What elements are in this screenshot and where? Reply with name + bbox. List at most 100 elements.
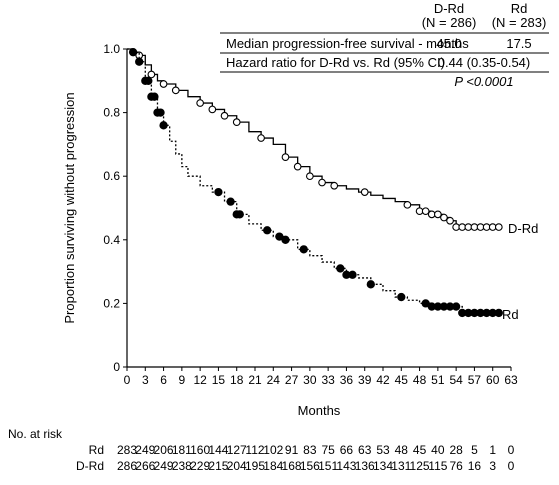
censor-marker [451,302,461,311]
risk-value: 206 [154,443,174,457]
x-tick-label: 18 [230,373,244,387]
risk-value: 131 [391,459,411,473]
series-d-rd [127,48,503,231]
censor-marker [196,99,204,107]
risk-value: 134 [373,459,393,473]
censor-marker [494,308,503,318]
y-axis-label: Proportion surviving without progression [62,92,77,323]
risk-value: 156 [300,459,320,473]
censor-marker [159,121,168,130]
y-tick-label: 0.4 [103,233,120,247]
row-label-hazard-ratio: Hazard ratio for D-Rd vs. Rd (95% CI) [226,55,445,70]
risk-value: 184 [263,459,283,473]
censor-marker [494,223,503,231]
x-tick-label: 6 [160,373,167,387]
censor-marker [330,181,339,190]
censor-marker [434,210,442,219]
x-tick-label: 24 [267,373,281,387]
x-tick-label: 48 [413,373,427,387]
censor-marker [214,187,223,197]
x-tick-label: 12 [193,373,207,387]
risk-value: 40 [431,443,445,457]
risk-value: 0 [508,443,515,457]
risk-value: 249 [135,443,155,457]
y-tick-label: 0 [113,360,120,374]
risk-value: 66 [340,443,354,457]
risk-value: 160 [190,443,210,457]
col-header-d-rd: D-Rd [434,1,464,16]
median-pfs-rd: 17.5 [506,36,531,51]
x-tick-label: 60 [486,373,500,387]
y-tick-label: 0.6 [103,169,120,183]
risk-value: 48 [395,443,409,457]
risk-value: 75 [321,443,335,457]
risk-value: 215 [208,459,228,473]
censor-marker [366,280,375,289]
x-tick-label: 27 [285,373,299,387]
risk-value: 151 [318,459,338,473]
risk-value: 5 [471,443,478,457]
risk-value: 266 [135,459,155,473]
x-tick-label: 63 [504,373,518,387]
censor-marker [150,92,159,101]
censor-marker [281,153,290,161]
censor-marker [318,178,326,187]
series-label-d-rd: D-Rd [508,221,538,236]
risk-value: 102 [263,443,283,457]
y-tick-label: 1.0 [103,42,120,56]
censor-marker [147,70,156,79]
censor-marker [226,197,235,206]
censor-marker [257,134,265,142]
risk-value: 63 [358,443,372,457]
y-tick-label: 0.2 [103,296,120,310]
risk-value: 181 [172,443,192,457]
censor-marker [159,80,168,88]
risk-value: 115 [428,459,447,473]
risk-value: 28 [449,443,463,457]
risk-value: 195 [245,459,265,473]
x-tick-label: 42 [376,373,390,387]
x-tick-label: 30 [303,373,317,387]
x-tick-label: 21 [248,373,262,387]
censor-marker [348,270,357,279]
censor-marker [360,188,369,196]
risk-value: 238 [172,459,192,473]
risk-value: 249 [154,459,174,473]
censor-marker [403,200,412,209]
censor-marker [232,118,241,126]
col-header-rd: Rd [511,1,528,16]
risk-value: 83 [303,443,317,457]
risk-value: 204 [227,459,247,473]
censor-marker [440,213,448,222]
censor-marker [263,226,272,235]
p-value: P <0.0001 [454,74,513,89]
x-tick-label: 15 [212,373,226,387]
median-pfs-d-rd: 45.0 [436,36,461,51]
series-label-rd: Rd [502,307,519,322]
risk-value: 283 [117,443,137,457]
risk-value: 91 [285,443,299,457]
censor-marker [220,111,229,120]
risk-value: 168 [282,459,302,473]
series-line-d-rd [127,48,499,228]
series-layer [127,48,503,318]
censor-marker [128,48,138,57]
censor-marker [306,172,314,181]
row-label-median-pfs: Median progression-free survival - month… [226,36,469,51]
censor-marker [208,105,217,114]
censor-marker [421,207,430,216]
censor-marker [144,76,153,85]
x-tick-label: 51 [431,373,445,387]
censor-marker [293,162,302,171]
axes: 0 3 6 9 12 15 18 21 24 27 30 33 36 39 42 45 48 51 54 57 60 63… [103,42,518,387]
censor-marker [235,210,244,219]
annotation-table: D-Rd (N = 286) Rd (N = 283) Median progr… [220,1,549,89]
censor-marker [156,108,165,117]
x-tick-label: 0 [124,373,131,387]
risk-value: 125 [410,459,430,473]
risk-value: 127 [227,443,247,457]
risk-value: 136 [355,459,375,473]
x-tick-label: 9 [179,373,186,387]
censor-marker [299,245,308,254]
